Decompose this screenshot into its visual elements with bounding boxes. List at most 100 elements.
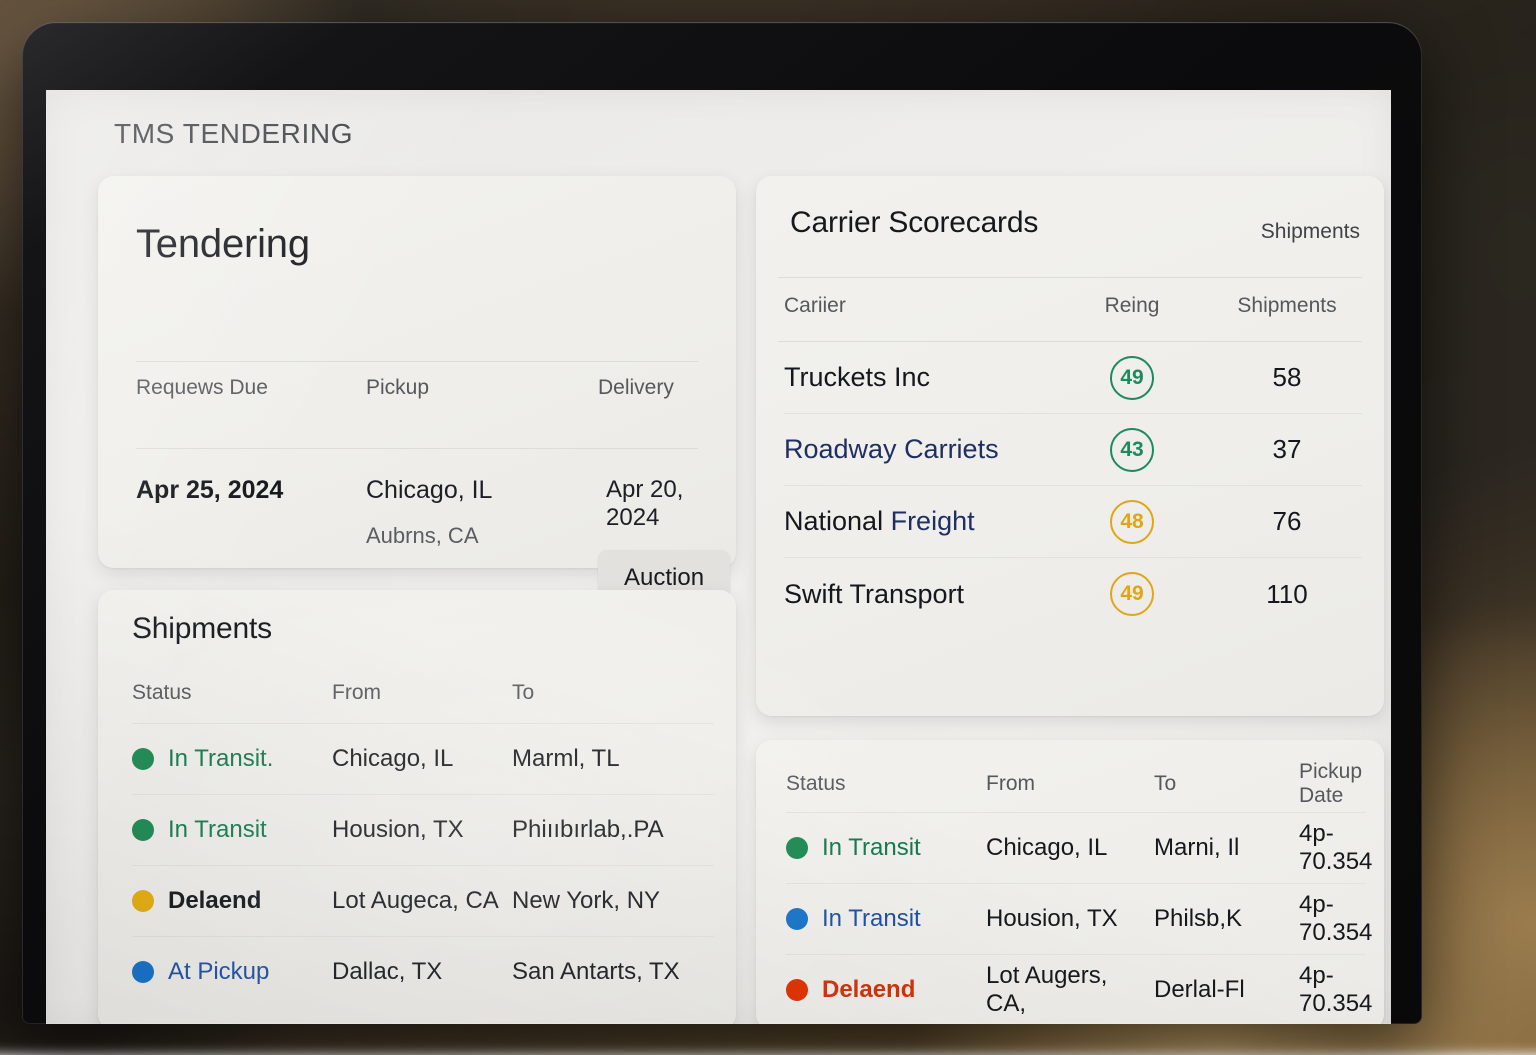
tendering-delivery-date: Apr 20, 2024 [606,476,684,531]
shipment-status-cell: At Pickup [132,958,332,986]
col-status: Status [132,681,192,704]
shipment-pickup-date: 4p-70.354 [1299,891,1373,946]
col-shipments: Shipments [1237,294,1337,317]
scorecard-rating-cell: 48 [1052,499,1212,544]
status-label: Delaend [822,976,916,1003]
scorecard-rating-cell: 49 [1052,355,1212,400]
scorecards-column-headers: Cariier Reing Shipments [784,294,1362,318]
shipment-pickup-date: 4p-70.354 [1299,820,1373,875]
divider [136,448,698,449]
shipments-column-headers: Status From To [132,670,714,716]
scorecard-carrier-name: Swift Transport [784,578,965,609]
shipment-status-cell: Delaend [132,887,332,915]
shipment-to: Philsb,K [1154,905,1243,932]
status-dot-icon [132,961,154,983]
col-to: To [1154,772,1177,795]
shipments-card: Shipments Status From To In Transit. Chic… [98,590,736,1024]
shipments-rows: In Transit. Chicago, IL Marml, TL In Transi… [132,723,714,1007]
status-dot-icon [132,819,154,841]
status-label: In Transit [822,834,921,861]
shipment-from: Housion, TX [986,905,1118,932]
rating-badge: 49 [1110,572,1154,616]
tendering-column-headers: Requews Due Pickup Delivery [136,376,698,400]
scorecard-shipments-count: 110 [1266,578,1308,609]
status-label: In Transit [168,816,267,843]
col-to: To [512,681,535,704]
table-row[interactable]: At Pickup Dallac, TX San Antarts, TX [132,936,714,1007]
page-title: TMS TENDERING [114,118,354,149]
laptop-screen: TMS TENDERING Tendering Requews Due Pick… [46,90,1391,1024]
scorecard-carrier-name-accent: Freight [890,506,975,536]
shipments-detail-column-headers: Status From To Pickup Date [786,760,1366,807]
shipments-title: Shipments [132,612,272,645]
status-dot-icon [786,837,808,859]
scorecard-carrier-name: Truckets Inc [784,362,931,392]
shipment-status-cell: Delaend [786,976,986,1004]
col-carrier: Cariier [784,294,846,317]
table-row[interactable]: Delaend Lot Augeca, CA New York, NY [132,865,714,936]
scorecard-row[interactable]: Roadway Carriets 43 37 [784,414,1362,486]
shipments-detail-card: Status From To Pickup Date In Transit Chi… [756,740,1384,1024]
scorecard-carrier-name: National Freight [784,506,975,536]
scorecard-shipments-count: 58 [1272,362,1302,392]
shipment-status-cell: In Transit [786,905,986,933]
scorecard-row[interactable]: Swift Transport 49 110 [784,558,1362,630]
shipment-from: Dallac, TX [332,958,443,985]
scorecards-rows: Truckets Inc 49 58 Roadway Carriets 43 37 Nati… [784,342,1362,630]
scorecards-title: Carrier Scorecards [790,206,1039,239]
rating-badge: 43 [1110,427,1154,472]
scorecard-rating-cell: 49 [1052,572,1212,616]
tendering-pickup-secondary: Aubrns, CA [366,523,479,548]
table-row[interactable]: Delaend Lot Augers, CA, Derlal-Fl 4p-70.354 [786,954,1372,1024]
tendering-row[interactable]: Apr 25, 2024 Chicago, IL Aubrns, CA Apr … [136,476,731,606]
scorecard-row[interactable]: National Freight 48 76 [784,486,1362,558]
rating-badge: 48 [1110,499,1154,544]
shipment-from: Chicago, IL [332,745,454,772]
col-from: From [986,772,1035,795]
col-requews-due: Requews Due [136,376,268,399]
shipment-status-cell: In Transit. [132,745,332,773]
rating-badge: 49 [1110,355,1154,400]
divider [136,361,698,362]
status-dot-icon [132,748,154,770]
scorecard-rating-cell: 43 [1052,427,1212,472]
table-row[interactable]: In Transit Housion, TX Phiııbırlab,.PA [132,794,714,865]
dashboard-page: TMS TENDERING Tendering Requews Due Pick… [46,90,1391,1024]
shipment-status-cell: In Transit [132,816,332,844]
tendering-card: Tendering Requews Due Pickup Delivery Ap… [98,176,736,614]
status-label: At Pickup [168,958,270,985]
table-row[interactable]: In Transit Chicago, IL Marni, Іl 4p-70.354 [786,812,1372,883]
col-pickup: Pickup [366,376,430,399]
table-row[interactable]: In Transit Housion, TX Philsb,K 4p-70.354 [786,883,1372,954]
col-rating: Reing [1104,294,1160,317]
status-dot-icon [132,890,154,912]
scorecard-row[interactable]: Truckets Inc 49 58 [784,342,1362,414]
status-label: Delaend [168,887,262,914]
col-delivery: Delivery [598,376,674,399]
tendering-due-date: Apr 25, 2024 [136,476,284,504]
divider [778,277,1362,278]
shipment-to: San Antarts, TX [512,958,680,985]
carrier-scorecards-card: Carrier Scorecards Shipments Cariier Rei… [756,176,1384,716]
col-pickup-date: Pickup Date [1299,760,1363,807]
scorecard-shipments-count: 37 [1272,434,1302,464]
table-row[interactable]: In Transit. Chicago, IL Marml, TL [132,723,714,794]
divider [778,341,1362,342]
col-status: Status [786,772,846,795]
laptop-bezel: TMS TENDERING Tendering Requews Due Pick… [22,22,1422,1024]
status-label: In Transit [822,905,921,932]
tendering-title: Tendering [136,222,310,266]
status-dot-icon [786,979,808,1001]
shipment-to: Phiııbırlab,.PA [512,816,664,843]
scorecards-header-badge: Shipments [1260,220,1360,243]
shipment-to: Marni, Іl [1154,834,1240,861]
tendering-pickup-city: Chicago, IL [366,476,493,504]
col-from: From [332,681,381,704]
scorecard-shipments-count: 76 [1272,506,1302,536]
shipments-detail-rows: In Transit Chicago, IL Marni, Іl 4p-70.354 I… [786,812,1372,1024]
shipment-pickup-date: 4p-70.354 [1299,962,1373,1017]
status-label: In Transit. [168,745,274,772]
shipment-to: New York, NY [512,887,661,914]
shipment-status-cell: In Transit [786,834,986,862]
status-dot-icon [786,908,808,930]
